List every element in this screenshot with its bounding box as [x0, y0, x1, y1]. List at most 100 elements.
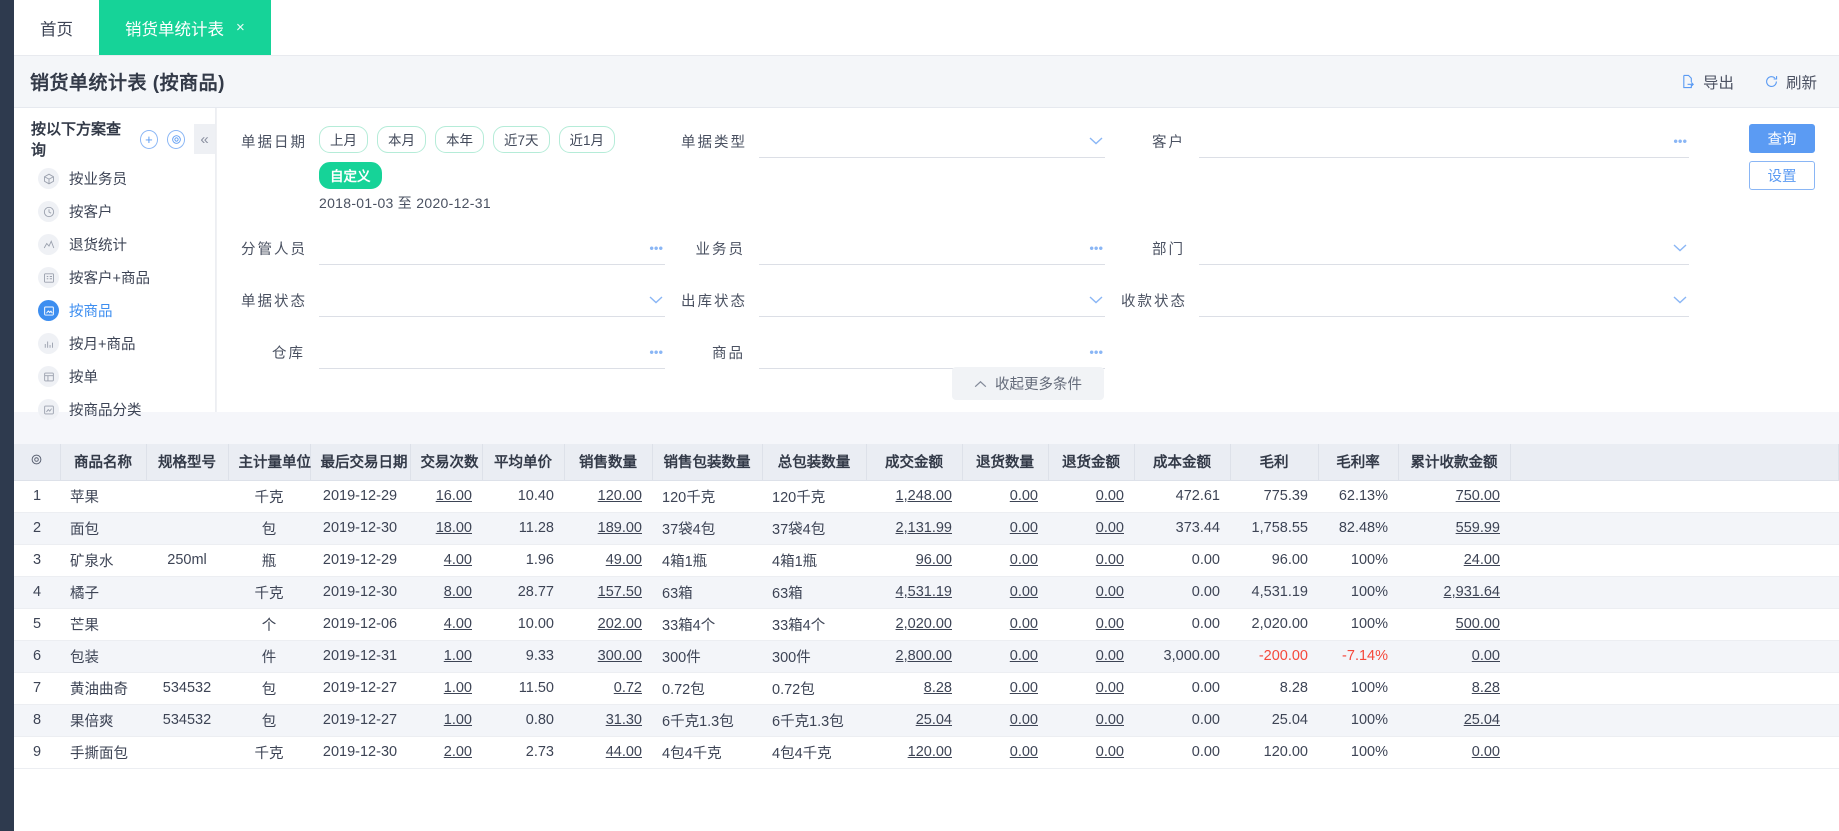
- cell-value[interactable]: 25.04: [915, 712, 952, 728]
- cell-value[interactable]: 25.04: [1463, 712, 1500, 728]
- date-chip-0[interactable]: 上月: [319, 126, 368, 153]
- cell-amount[interactable]: 96.00: [866, 544, 962, 577]
- salesperson-input[interactable]: •••: [759, 231, 1105, 265]
- cell-value[interactable]: 0.00: [1009, 488, 1038, 504]
- cell-value[interactable]: 1.00: [443, 680, 472, 696]
- cell-value[interactable]: 300.00: [597, 648, 642, 664]
- column-header-13[interactable]: 毛利: [1230, 444, 1319, 481]
- sidebar-item-7[interactable]: 按商品分类: [14, 393, 215, 426]
- cell-value[interactable]: 0.72: [613, 680, 642, 696]
- cell-sale_qty[interactable]: 49.00: [564, 544, 652, 577]
- column-header-15[interactable]: 累计收款金额: [1398, 444, 1511, 481]
- cell-value[interactable]: 0.00: [1095, 520, 1124, 536]
- search-button[interactable]: 查询: [1749, 124, 1815, 153]
- cell-return_amt[interactable]: 0.00: [1048, 672, 1134, 705]
- table-row[interactable]: 8 果倍爽 534532 包 2019-12-27 1.00 0.80 31.30 6千克1.3…: [14, 704, 1839, 737]
- cell-value[interactable]: 18.00: [435, 520, 472, 536]
- cell-value[interactable]: 0.00: [1471, 744, 1500, 760]
- cell-value[interactable]: 4,531.19: [895, 584, 952, 600]
- cell-value[interactable]: 1.00: [443, 712, 472, 728]
- table-row[interactable]: 1 苹果 千克 2019-12-29 16.00 10.40 120.00 120千克 120千…: [14, 480, 1839, 513]
- cell-return_qty[interactable]: 0.00: [962, 576, 1048, 609]
- cell-value[interactable]: 500.00: [1455, 616, 1500, 632]
- table-row[interactable]: 2 面包 包 2019-12-30 18.00 11.28 189.00 37袋4包 37袋4包…: [14, 512, 1839, 545]
- cell-value[interactable]: 0.00: [1009, 520, 1038, 536]
- cell-return_qty[interactable]: 0.00: [962, 608, 1048, 641]
- column-header-0[interactable]: 商品名称: [60, 444, 147, 481]
- product-input[interactable]: •••: [759, 335, 1105, 369]
- payment-status-input[interactable]: [1199, 283, 1689, 317]
- more-dots-icon[interactable]: •••: [1673, 133, 1687, 148]
- cell-value[interactable]: 49.00: [605, 552, 642, 568]
- cell-value[interactable]: 2,931.64: [1443, 584, 1500, 600]
- sidebar-item-5[interactable]: 按月+商品: [14, 327, 215, 360]
- cell-value[interactable]: 0.00: [1095, 584, 1124, 600]
- cell-amount[interactable]: 4,531.19: [866, 576, 962, 609]
- out-status-input[interactable]: [759, 283, 1105, 317]
- table-row[interactable]: 7 黄油曲奇 534532 包 2019-12-27 1.00 11.50 0.72 0.72包…: [14, 672, 1839, 705]
- cell-value[interactable]: 0.00: [1009, 744, 1038, 760]
- cell-value[interactable]: 44.00: [605, 744, 642, 760]
- cell-value[interactable]: 16.00: [435, 488, 472, 504]
- cell-value[interactable]: 8.00: [443, 584, 472, 600]
- cell-sale_qty[interactable]: 189.00: [564, 512, 652, 545]
- doc-type-input[interactable]: [759, 124, 1105, 158]
- cell-value[interactable]: 0.00: [1095, 712, 1124, 728]
- sidebar-item-1[interactable]: 按客户: [14, 195, 215, 228]
- cell-value[interactable]: 4.00: [443, 616, 472, 632]
- cell-amount[interactable]: 25.04: [866, 704, 962, 737]
- add-scheme-icon[interactable]: +: [139, 129, 158, 149]
- cell-deal_count[interactable]: 4.00: [410, 608, 482, 641]
- tab-1[interactable]: 销货单统计表 ×: [99, 0, 271, 55]
- gear-icon[interactable]: [166, 129, 186, 149]
- cell-received[interactable]: 24.00: [1398, 544, 1510, 577]
- cell-received[interactable]: 25.04: [1398, 704, 1510, 737]
- table-row[interactable]: 9 手撕面包 千克 2019-12-30 2.00 2.73 44.00 4包4千克 4包4千克…: [14, 736, 1839, 769]
- cell-received[interactable]: 0.00: [1398, 640, 1510, 673]
- sidebar-item-4[interactable]: 按商品: [14, 294, 215, 327]
- cell-value[interactable]: 2,131.99: [895, 520, 952, 536]
- sidebar-item-6[interactable]: 按单: [14, 360, 215, 393]
- cell-amount[interactable]: 2,131.99: [866, 512, 962, 545]
- tab-0[interactable]: 首页: [14, 0, 99, 55]
- cell-amount[interactable]: 120.00: [866, 736, 962, 769]
- sidebar-item-2[interactable]: 退货统计: [14, 228, 215, 261]
- cell-value[interactable]: 202.00: [597, 616, 642, 632]
- settings-button[interactable]: 设置: [1749, 161, 1815, 190]
- cell-value[interactable]: 120.00: [907, 744, 952, 760]
- column-header-9[interactable]: 成交金额: [866, 444, 963, 481]
- column-header-10[interactable]: 退货数量: [962, 444, 1049, 481]
- cell-sale_qty[interactable]: 0.72: [564, 672, 652, 705]
- cell-value[interactable]: 2,800.00: [895, 648, 952, 664]
- cell-value[interactable]: 120.00: [597, 488, 642, 504]
- cell-return_amt[interactable]: 0.00: [1048, 480, 1134, 513]
- table-row[interactable]: 3 矿泉水 250ml 瓶 2019-12-29 4.00 1.96 49.00 4箱1瓶 4箱1…: [14, 544, 1839, 577]
- cell-sale_qty[interactable]: 44.00: [564, 736, 652, 769]
- cell-value[interactable]: 0.00: [1009, 680, 1038, 696]
- date-chip-5[interactable]: 自定义: [319, 162, 382, 189]
- column-header-6[interactable]: 销售数量: [564, 444, 653, 481]
- column-header-2[interactable]: 主计量单位: [228, 444, 311, 481]
- cell-amount[interactable]: 8.28: [866, 672, 962, 705]
- cell-value[interactable]: 0.00: [1009, 648, 1038, 664]
- cell-value[interactable]: 0.00: [1095, 744, 1124, 760]
- column-header-14[interactable]: 毛利率: [1318, 444, 1399, 481]
- cell-return_qty[interactable]: 0.00: [962, 480, 1048, 513]
- cell-amount[interactable]: 1,248.00: [866, 480, 962, 513]
- chevron-down-icon[interactable]: [1089, 293, 1103, 306]
- cell-return_amt[interactable]: 0.00: [1048, 640, 1134, 673]
- warehouse-input[interactable]: •••: [319, 335, 665, 369]
- cell-deal_count[interactable]: 16.00: [410, 480, 482, 513]
- doc-status-input[interactable]: [319, 283, 665, 317]
- cell-sale_qty[interactable]: 300.00: [564, 640, 652, 673]
- cell-return_amt[interactable]: 0.00: [1048, 576, 1134, 609]
- cell-value[interactable]: 157.50: [597, 584, 642, 600]
- cell-received[interactable]: 500.00: [1398, 608, 1510, 641]
- cell-received[interactable]: 8.28: [1398, 672, 1510, 705]
- cell-deal_count[interactable]: 2.00: [410, 736, 482, 769]
- column-header-7[interactable]: 销售包装数量: [652, 444, 763, 481]
- column-header-5[interactable]: 平均单价: [482, 444, 565, 481]
- table-row[interactable]: 6 包装 件 2019-12-31 1.00 9.33 300.00 300件 300件 2,80…: [14, 640, 1839, 673]
- cell-value[interactable]: 0.00: [1009, 584, 1038, 600]
- cell-value[interactable]: 4.00: [443, 552, 472, 568]
